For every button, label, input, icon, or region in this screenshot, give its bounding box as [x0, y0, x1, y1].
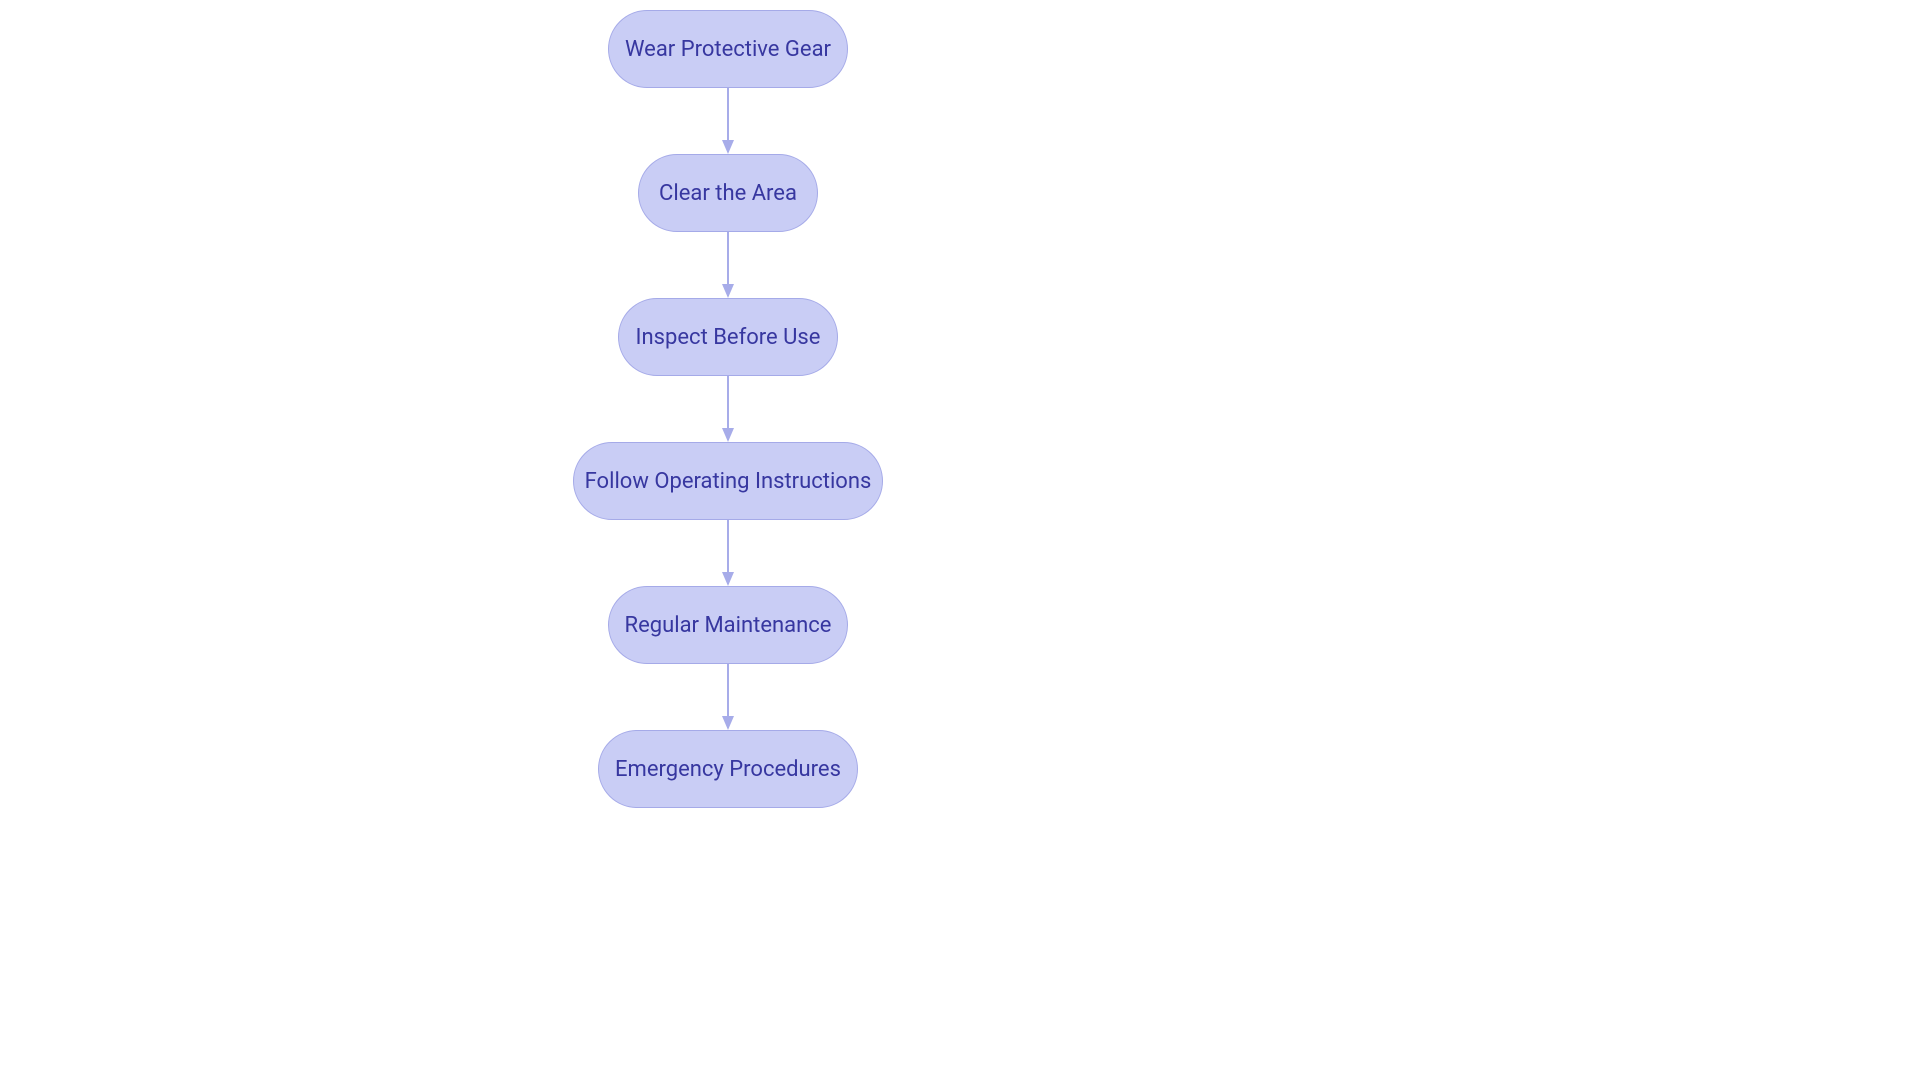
flowchart-node: Clear the Area: [638, 154, 818, 232]
flowchart-node: Emergency Procedures: [598, 730, 858, 808]
flowchart-node-label: Wear Protective Gear: [625, 37, 831, 62]
flowchart-node-label: Inspect Before Use: [636, 325, 821, 350]
flowchart-node-label: Follow Operating Instructions: [585, 469, 872, 494]
flowchart-node: Wear Protective Gear: [608, 10, 848, 88]
flowchart-canvas: Wear Protective Gear Clear the Area Inspec…: [0, 0, 1920, 1083]
flowchart-edges: [0, 0, 1920, 1083]
flowchart-node: Regular Maintenance: [608, 586, 848, 664]
flowchart-node-label: Clear the Area: [659, 181, 797, 206]
flowchart-node: Inspect Before Use: [618, 298, 838, 376]
flowchart-node: Follow Operating Instructions: [573, 442, 883, 520]
flowchart-node-label: Regular Maintenance: [625, 613, 832, 638]
flowchart-node-label: Emergency Procedures: [615, 757, 841, 782]
